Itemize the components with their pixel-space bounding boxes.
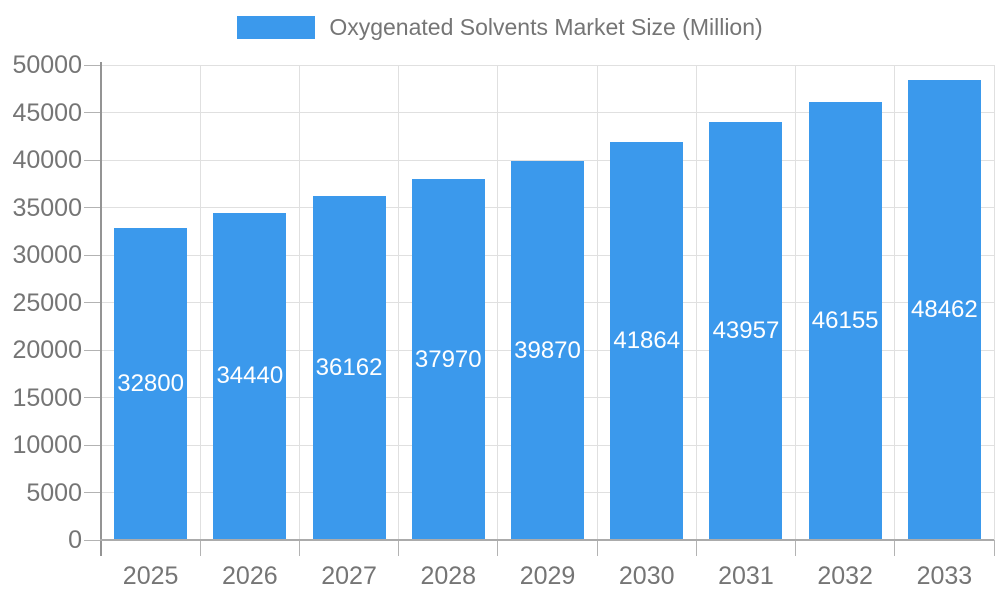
x-tick: [993, 540, 995, 556]
y-tick: [84, 349, 101, 351]
x-gridline: [298, 65, 300, 540]
x-tick: [894, 540, 896, 556]
bar-value-label: 36162: [315, 354, 383, 382]
y-tick: [84, 492, 101, 493]
x-gridline: [993, 65, 995, 540]
y-tick-label: 15000: [12, 383, 82, 412]
bar-value-label: 48462: [911, 295, 978, 323]
y-tick-label: 40000: [12, 146, 82, 174]
x-gridline: [398, 65, 400, 540]
y-tick: [84, 302, 101, 303]
y-tick: [84, 207, 101, 208]
x-gridline: [596, 65, 598, 540]
y-gridline: [101, 159, 994, 161]
bar-value-label: 39870: [514, 336, 581, 364]
legend-swatch: [237, 16, 316, 39]
bar: [312, 196, 386, 540]
y-tick: [84, 64, 101, 66]
x-tick: [199, 540, 201, 556]
x-tick-label: 2026: [222, 562, 278, 590]
x-tick-label: 2030: [618, 562, 675, 590]
x-tick: [596, 540, 598, 556]
y-tick: [84, 112, 101, 113]
x-tick-label: 2033: [916, 562, 973, 590]
bar-value-label: 37970: [414, 345, 482, 373]
bar-value-label: 34440: [216, 362, 284, 390]
y-gridline: [101, 112, 994, 113]
bar-value-label: 32800: [117, 370, 184, 398]
bar: [808, 101, 882, 540]
x-tick: [398, 540, 400, 556]
x-tick-label: 2028: [420, 562, 477, 590]
y-tick: [84, 159, 101, 161]
x-tick-label: 2031: [718, 562, 774, 590]
bar-value-label: 46155: [811, 306, 879, 334]
bar: [709, 122, 783, 540]
y-tick: [84, 254, 101, 256]
legend-label: Oxygenated Solvents Market Size (Million…: [329, 14, 763, 40]
y-axis-line: [100, 62, 102, 556]
y-tick-label: 25000: [12, 288, 82, 317]
legend: Oxygenated Solvents Market Size (Million…: [0, 14, 1000, 41]
y-tick-label: 20000: [12, 336, 82, 364]
x-gridline: [795, 65, 797, 540]
x-axis-line: [100, 539, 994, 541]
bar: [213, 212, 287, 540]
x-tick: [497, 540, 499, 556]
bar: [907, 79, 981, 540]
bar: [411, 179, 485, 540]
x-tick: [298, 540, 300, 556]
x-gridline: [199, 65, 201, 540]
y-tick-label: 35000: [12, 193, 82, 222]
bar: [511, 161, 584, 540]
x-tick-label: 2029: [519, 562, 576, 590]
y-tick-label: 10000: [12, 431, 82, 459]
y-tick-label: 30000: [12, 241, 82, 269]
x-tick-label: 2025: [122, 562, 179, 590]
y-tick-label: 5000: [26, 478, 82, 507]
y-tick: [84, 444, 101, 446]
y-tick-label: 45000: [12, 98, 82, 127]
y-tick-label: 50000: [12, 51, 82, 79]
bar-value-label: 43957: [712, 317, 780, 345]
bar: [114, 228, 188, 540]
x-tick-label: 2027: [321, 562, 377, 590]
x-gridline: [695, 65, 697, 540]
x-tick: [795, 540, 797, 556]
bar-value-label: 41864: [613, 327, 681, 355]
y-gridline: [101, 64, 994, 66]
x-gridline: [894, 65, 896, 540]
x-tick: [695, 540, 697, 556]
y-tick-label: 0: [68, 526, 82, 554]
y-tick: [84, 539, 101, 541]
bar: [610, 142, 684, 540]
x-gridline: [497, 65, 499, 540]
y-tick: [84, 397, 101, 398]
x-tick-label: 2032: [817, 562, 873, 590]
